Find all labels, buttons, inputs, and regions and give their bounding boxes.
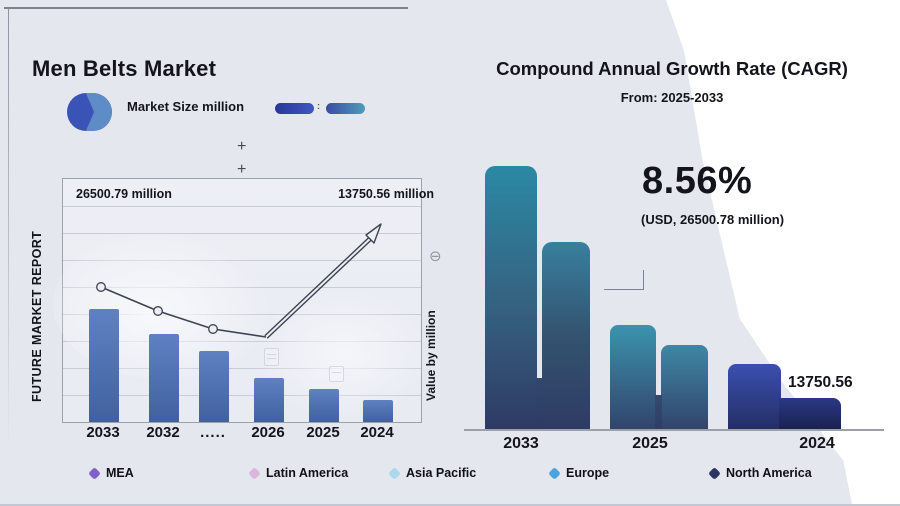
cagr-label-2025: 2025 (632, 435, 668, 452)
plus-mark-icon: + (237, 138, 247, 155)
x-label-2024: 2024 (360, 424, 394, 441)
legend-label: North America (726, 466, 812, 480)
frame-bottom-line (0, 504, 900, 506)
cagr-bar-2033-secondary (542, 242, 590, 430)
frame-left-line (8, 9, 9, 449)
x-label-2033: 2033 (86, 424, 120, 441)
market-size-chart-panel: 26500.79 million 13750.56 million (53, 178, 434, 423)
x-label-dots: ..... (200, 424, 226, 441)
max-value-annotation: 26500.79 million (76, 187, 172, 201)
cagr-value: 8.56% (642, 160, 753, 202)
document-watermark-icon (264, 348, 279, 366)
cagr-label-2033: 2033 (503, 435, 539, 452)
cagr-bar-2025-secondary (661, 345, 708, 430)
frame-top-line (4, 7, 408, 9)
plus-mark-icon: + (237, 161, 247, 178)
cagr-subtitle: From: 2025-2033 (620, 90, 724, 105)
x-label-2026: 2026 (251, 424, 285, 441)
cagr-bar-2025-primary (610, 325, 656, 430)
cagr-x-axis (464, 429, 884, 431)
end-value-annotation: 13750.56 million (338, 187, 434, 201)
bar-2033 (89, 309, 119, 422)
cagr-bar-2025-join (655, 395, 662, 430)
cagr-title: Compound Annual Growth Rate (CAGR) (496, 58, 848, 79)
cagr-detail: (USD, 26500.78 million) (641, 212, 785, 227)
ratio-pill-left-icon (275, 103, 314, 114)
cagr-label-2024: 2024 (799, 435, 835, 452)
x-label-2032: 2032 (146, 424, 180, 441)
page-title: Men Belts Market (32, 56, 217, 81)
legend-diamond-icon (548, 466, 561, 480)
market-size-capsule-icon (67, 93, 112, 131)
corner-bracket-decoration (604, 270, 644, 290)
legend-label: Latin America (266, 466, 349, 480)
ratio-colon: : (317, 101, 320, 111)
ratio-pill-right-icon (326, 103, 365, 114)
legend-item-europe: Europe (548, 466, 610, 480)
legend-label: Asia Pacific (406, 466, 477, 480)
document-watermark-icon (329, 366, 344, 382)
legend-diamond-icon (88, 466, 101, 480)
bar-2032 (149, 334, 179, 422)
x-label-2025: 2025 (306, 424, 340, 441)
bar-dots (199, 351, 229, 422)
capsule-highlight-shape (85, 93, 112, 131)
legend-label: Europe (566, 466, 610, 480)
y-axis-label: Value by million (424, 310, 438, 402)
legend-diamond-icon (708, 466, 721, 480)
cagr-bar-2024-primary (728, 364, 781, 430)
legend-diamond-icon (388, 466, 401, 480)
trend-line-arrow (96, 223, 382, 339)
cagr-bar-2033-join (536, 378, 543, 430)
bar-2026 (254, 378, 284, 422)
legend-diamond-icon (248, 466, 261, 480)
market-size-label: Market Size million (127, 99, 245, 114)
cagr-bar-2033-primary (485, 166, 537, 430)
legend-label: MEA (106, 466, 134, 480)
future-market-report-watermark: FUTURE MARKET REPORT (30, 230, 44, 402)
legend-item-asia-pacific: Asia Pacific (388, 466, 477, 480)
cagr-bar-2024-secondary (779, 398, 841, 430)
legend-item-mea: MEA (88, 466, 134, 480)
cagr-end-value: 13750.56 (788, 374, 853, 391)
legend-item-north-america: North America (708, 466, 812, 480)
bar-2025 (309, 389, 339, 422)
legend-item-latin-america: Latin America (248, 466, 349, 480)
circle-minus-icon: ⊖ (429, 248, 442, 265)
bar-2024 (363, 400, 393, 422)
